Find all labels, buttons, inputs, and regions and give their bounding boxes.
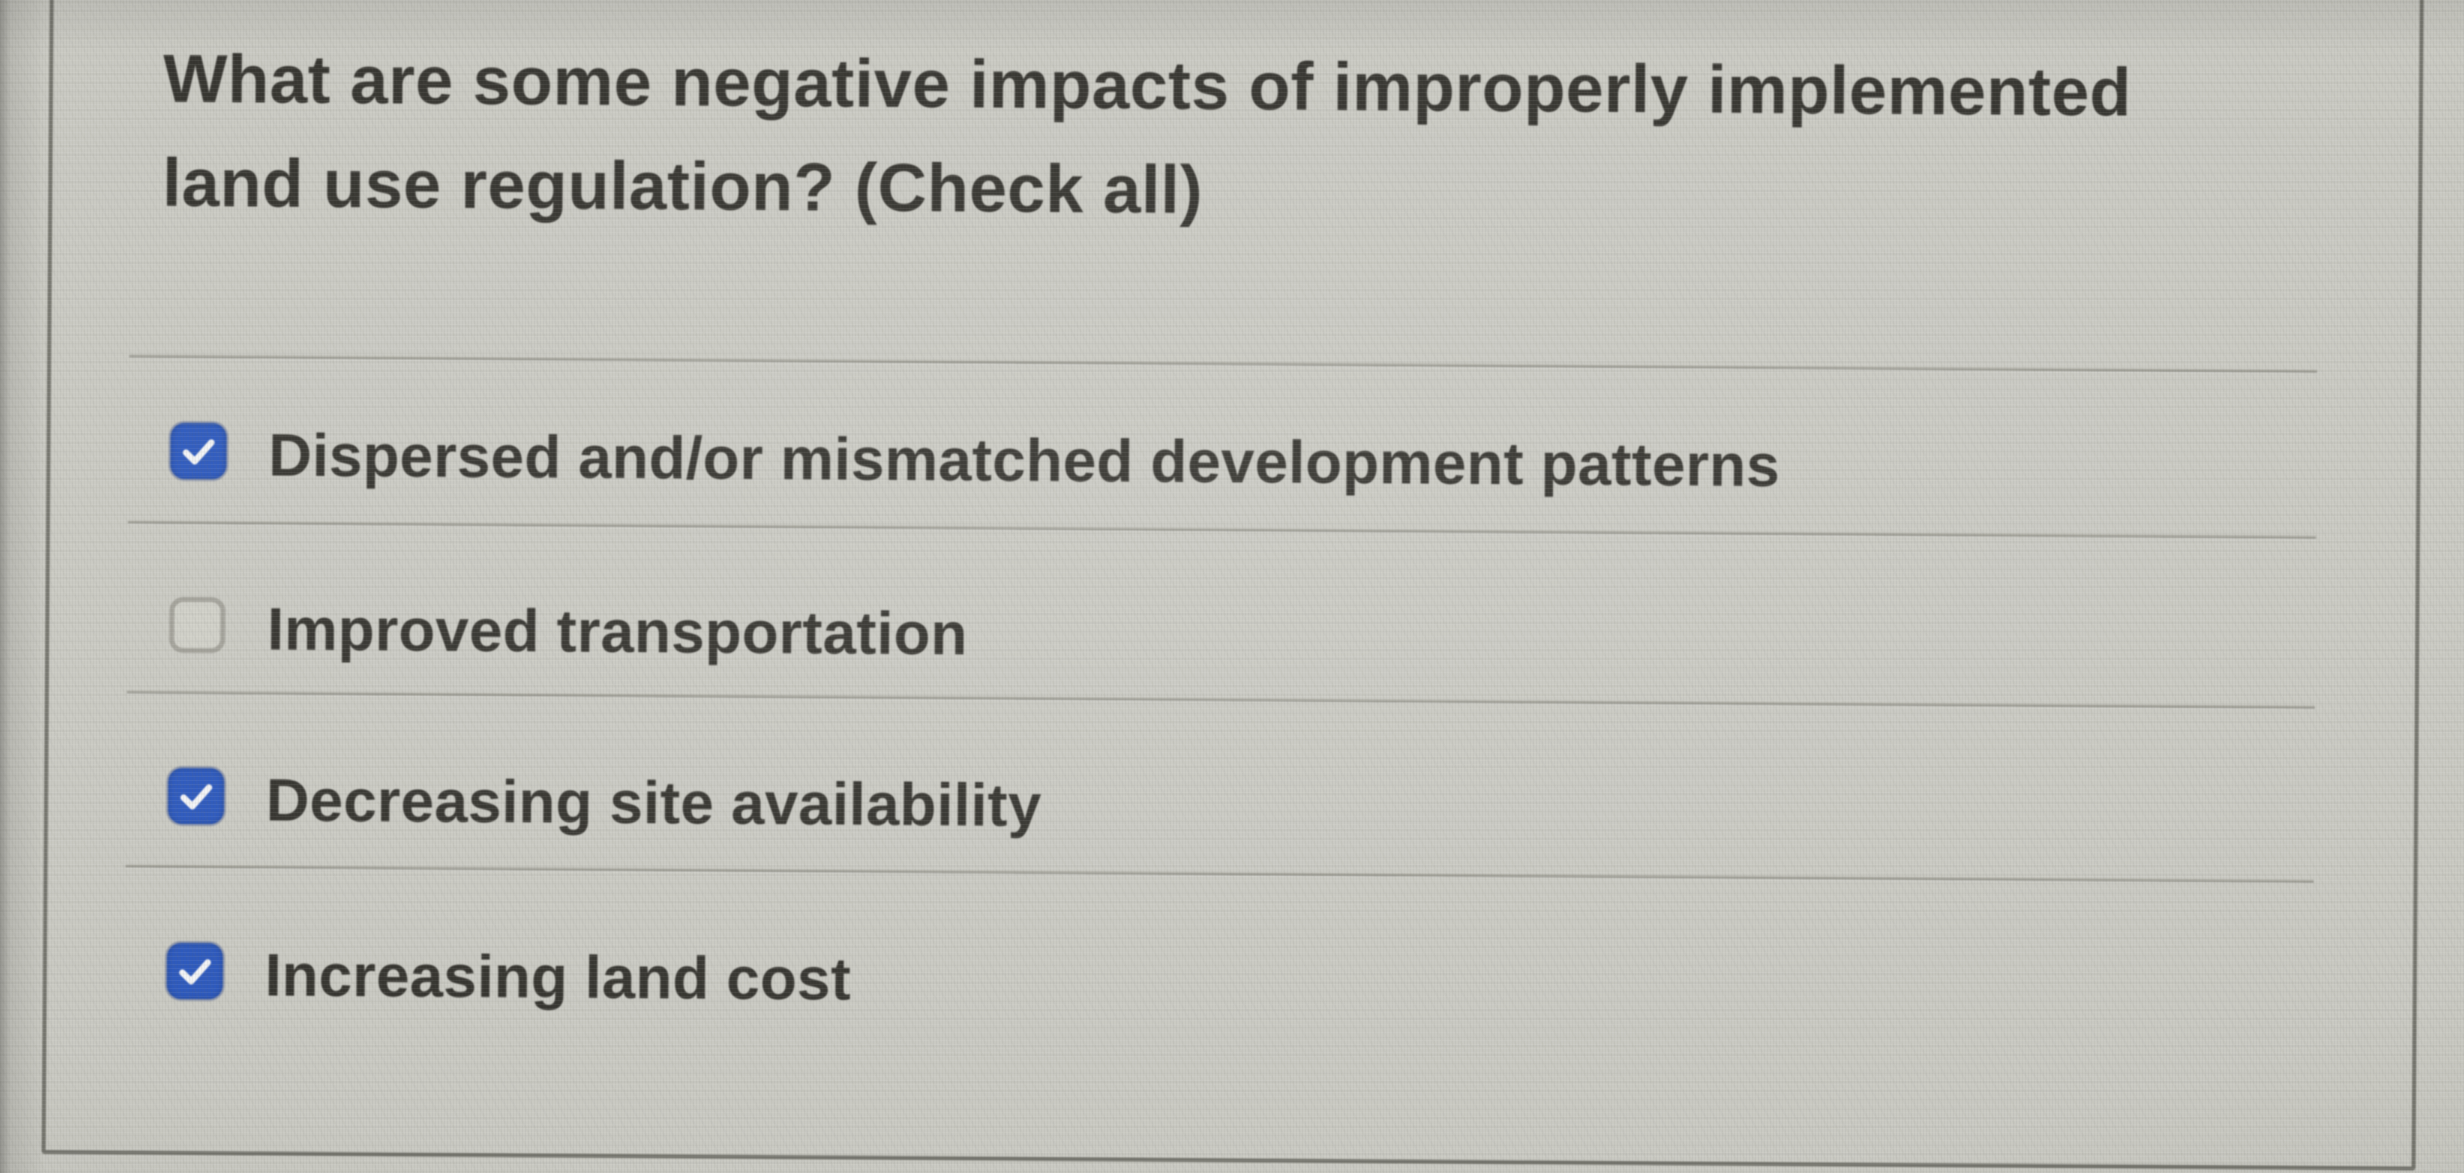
option-row-increasing-land-cost[interactable]: Increasing land cost: [166, 941, 851, 1012]
divider: [127, 520, 2316, 539]
option-label: Increasing land cost: [264, 941, 852, 1013]
option-label: Dispersed and/or mismatched development …: [268, 421, 1781, 499]
checkbox-improved-transportation[interactable]: [169, 596, 226, 654]
checkmark-icon: [182, 439, 215, 465]
checkmark-icon: [179, 959, 211, 985]
divider: [126, 690, 2315, 709]
divider: [125, 864, 2314, 883]
option-row-improved-transportation[interactable]: Improved transportation: [169, 595, 968, 667]
checkbox-increasing-land-cost[interactable]: [166, 942, 224, 1000]
question-title-line-2: land use regulation? (Check all): [162, 144, 1204, 229]
question-title-line-1: What are some negative impacts of improp…: [162, 40, 2132, 131]
divider: [129, 354, 2318, 373]
question-card: What are some negative impacts of improp…: [41, 0, 2424, 1171]
option-row-decreasing-site-availability[interactable]: Decreasing site availability: [167, 766, 1042, 838]
checkbox-decreasing-site-availability[interactable]: [167, 767, 225, 825]
question-title: What are some negative impacts of improp…: [162, 27, 2383, 250]
checkmark-icon: [180, 784, 213, 810]
option-label: Decreasing site availability: [265, 766, 1042, 839]
option-row-dispersed-patterns[interactable]: Dispersed and/or mismatched development …: [170, 421, 1780, 499]
option-label: Improved transportation: [267, 595, 968, 667]
checkbox-dispersed-patterns[interactable]: [170, 422, 227, 480]
